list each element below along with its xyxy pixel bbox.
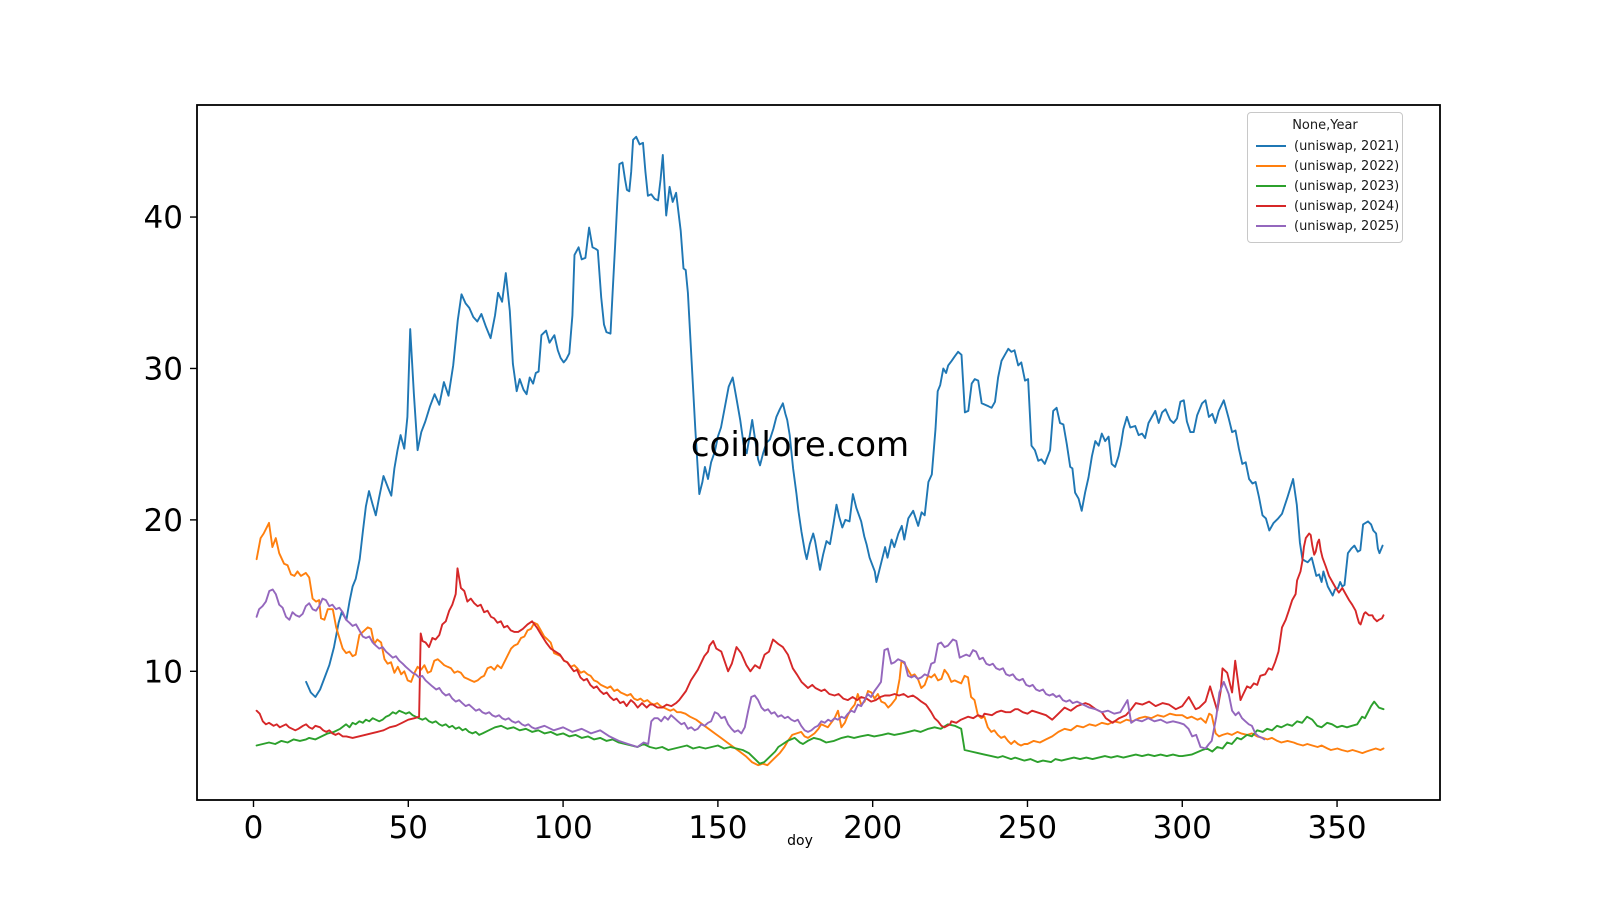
legend-line-swatch — [1256, 225, 1286, 227]
legend-label: (uniswap, 2021) — [1294, 138, 1400, 154]
y-tick-label: 10 — [144, 654, 183, 690]
legend-entry: (uniswap, 2023) — [1256, 176, 1399, 196]
x-tick-label: 100 — [534, 810, 593, 846]
series-line-uniswap-2023 — [255, 700, 1385, 765]
ticks-layer: 0 50 100 150 200 250 300 350 10 20 30 40 — [144, 200, 1367, 846]
x-tick-label: 300 — [1153, 810, 1212, 846]
legend-label: (uniswap, 2025) — [1294, 218, 1400, 234]
series-line-uniswap-2025 — [255, 588, 1266, 750]
legend-title: None,Year — [1292, 118, 1358, 133]
legend-entry: (uniswap, 2024) — [1256, 196, 1399, 216]
y-tick-label: 20 — [144, 503, 183, 539]
legend-label: (uniswap, 2022) — [1294, 158, 1400, 174]
x-tick-label: 350 — [1307, 810, 1366, 846]
legend-label: (uniswap, 2023) — [1294, 178, 1400, 194]
watermark-text: coinlore.com — [691, 425, 909, 465]
legend-entry: (uniswap, 2022) — [1256, 156, 1399, 176]
legend: None,Year (uniswap, 2021) (uniswap, 2022)… — [1247, 112, 1403, 243]
x-tick-label: 250 — [998, 810, 1057, 846]
x-tick-label: 150 — [688, 810, 747, 846]
plot-border — [196, 104, 1441, 801]
series-layer — [255, 135, 1385, 767]
legend-entries: (uniswap, 2021) (uniswap, 2022) (uniswap, … — [1256, 136, 1399, 236]
legend-line-swatch — [1256, 185, 1286, 187]
series-line-uniswap-2021 — [305, 135, 1384, 698]
y-tick-label: 30 — [144, 351, 183, 387]
series-line-uniswap-2022 — [255, 521, 1385, 767]
legend-line-swatch — [1256, 205, 1286, 207]
series-line-uniswap-2024 — [255, 532, 1385, 739]
x-tick-label: 200 — [843, 810, 902, 846]
y-tick-label: 40 — [144, 200, 183, 236]
x-tick-label: 0 — [244, 810, 264, 846]
legend-entry: (uniswap, 2025) — [1256, 216, 1399, 236]
legend-line-swatch — [1256, 145, 1286, 147]
x-tick-label: 50 — [389, 810, 428, 846]
x-axis-label: doy — [787, 833, 813, 849]
legend-entry: (uniswap, 2021) — [1256, 136, 1399, 156]
legend-label: (uniswap, 2024) — [1294, 198, 1400, 214]
legend-line-swatch — [1256, 165, 1286, 167]
